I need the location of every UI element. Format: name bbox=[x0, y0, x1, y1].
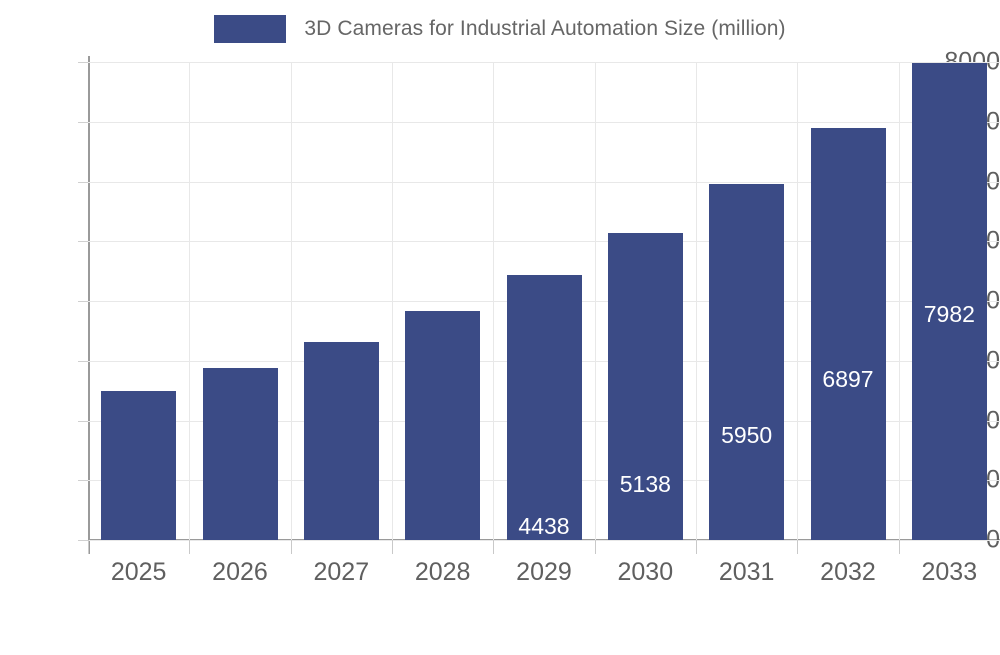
x-gridline bbox=[291, 62, 292, 540]
bar-value-label: 4438 bbox=[518, 512, 570, 539]
x-axis-tick-mark bbox=[595, 540, 596, 554]
x-axis-tick-label: 2027 bbox=[313, 558, 370, 586]
x-gridline bbox=[493, 62, 494, 540]
x-axis-tick-mark bbox=[291, 540, 292, 554]
x-axis-tick-mark bbox=[899, 540, 900, 554]
y-gridline bbox=[88, 181, 1000, 183]
bar[interactable] bbox=[506, 274, 582, 540]
bar[interactable] bbox=[607, 233, 683, 540]
x-axis-tick-mark bbox=[392, 540, 393, 554]
bar-value-label: 5950 bbox=[721, 422, 773, 449]
y-axis-tick-mark bbox=[78, 540, 88, 541]
x-axis-tick-label: 2025 bbox=[110, 558, 167, 586]
bar[interactable] bbox=[303, 341, 379, 540]
x-gridline bbox=[797, 62, 798, 540]
y-axis-spine bbox=[88, 56, 90, 554]
y-axis-tick-mark bbox=[78, 181, 88, 183]
y-gridline bbox=[88, 540, 1000, 541]
x-axis-tick-mark bbox=[493, 540, 494, 554]
x-axis-tick-label: 2026 bbox=[212, 558, 268, 586]
y-axis-tick-mark bbox=[78, 121, 88, 123]
y-axis-tick-label: 0 bbox=[986, 525, 1000, 554]
bar-value-label: 5138 bbox=[619, 471, 671, 497]
bar[interactable] bbox=[810, 127, 886, 540]
plot-area: 2500 2875 3318 3836 4438 5138 5950 6897 7982 bbox=[88, 62, 1000, 653]
x-gridline bbox=[899, 62, 900, 540]
legend-color-swatch bbox=[214, 15, 287, 43]
chart-legend: 3D Cameras for Industrial Automation Siz… bbox=[0, 12, 1000, 46]
legend-label: 3D Cameras for Industrial Automation Siz… bbox=[304, 17, 786, 40]
y-gridline bbox=[88, 241, 1000, 243]
y-axis-tick-mark bbox=[78, 480, 88, 482]
bar[interactable] bbox=[405, 310, 481, 540]
x-gridline bbox=[392, 62, 393, 540]
y-gridline bbox=[88, 62, 1000, 63]
x-axis-tick-label: 2033 bbox=[921, 558, 978, 586]
x-gridline bbox=[696, 62, 697, 540]
x-gridline bbox=[189, 62, 190, 540]
bar-value-label: 3318 bbox=[315, 579, 367, 606]
x-axis-tick-label: 2029 bbox=[516, 558, 572, 586]
x-axis-tick-mark bbox=[797, 540, 798, 554]
x-axis-tick-mark bbox=[696, 540, 697, 554]
bar[interactable] bbox=[101, 390, 177, 540]
bar-chart: 3D Cameras for Industrial Automation Siz… bbox=[0, 12, 1000, 653]
x-axis-tick-mark bbox=[88, 540, 89, 554]
x-axis-tick-label: 2031 bbox=[718, 558, 775, 586]
bar-value-label: 7982 bbox=[923, 301, 975, 328]
y-axis-tick-mark bbox=[78, 62, 88, 63]
bar-value-label: 3836 bbox=[417, 548, 469, 575]
x-axis-tick-label: 2032 bbox=[820, 558, 876, 586]
y-axis-tick-mark bbox=[78, 301, 88, 302]
y-axis-tick-mark bbox=[78, 420, 88, 422]
bar[interactable] bbox=[202, 368, 278, 540]
x-axis-tick-label: 2030 bbox=[617, 558, 674, 586]
y-axis-tick-mark bbox=[78, 360, 88, 362]
bar-value-label: 2875 bbox=[214, 606, 266, 633]
y-gridline bbox=[88, 121, 1000, 123]
x-gridline bbox=[595, 62, 596, 540]
bar[interactable] bbox=[709, 184, 785, 540]
y-axis-tick-mark bbox=[78, 241, 88, 243]
x-axis-tick-mark bbox=[189, 540, 190, 554]
bar-value-label: 6897 bbox=[822, 365, 874, 392]
x-axis-tick-label: 2028 bbox=[414, 558, 471, 586]
bar[interactable] bbox=[911, 63, 987, 540]
bar-value-label: 2500 bbox=[113, 628, 165, 655]
